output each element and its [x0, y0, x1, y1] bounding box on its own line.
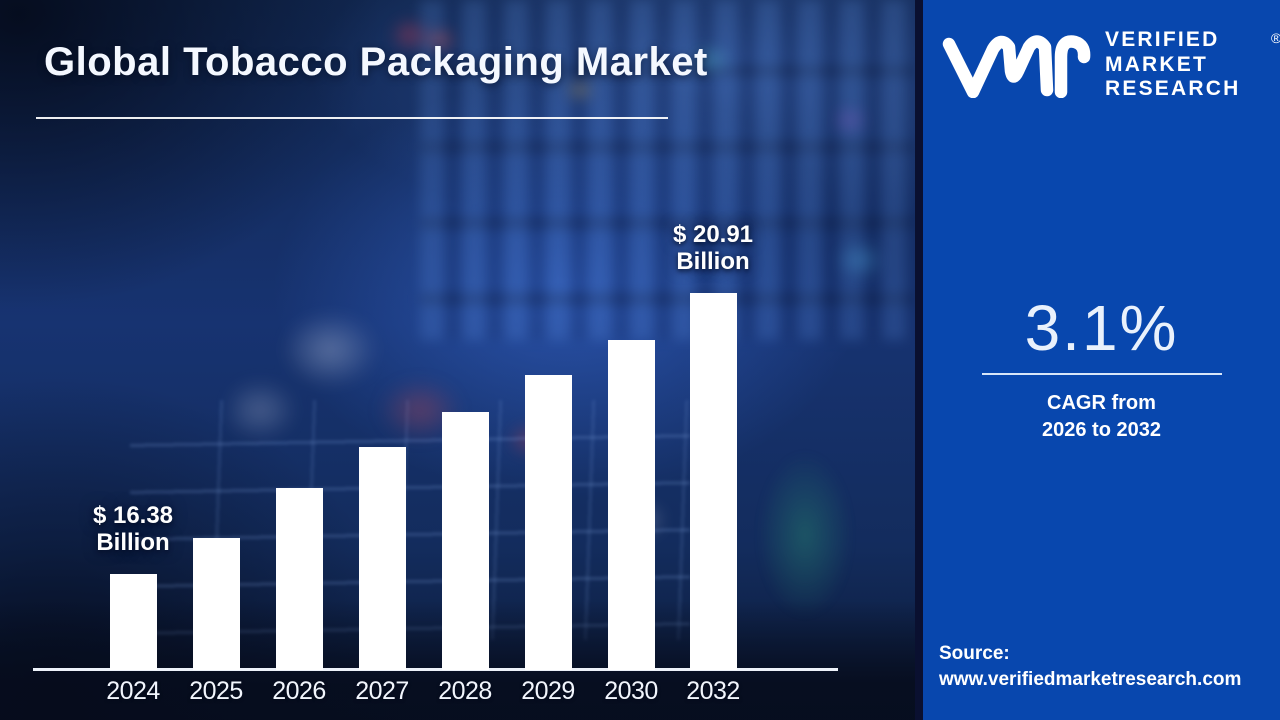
bar-2032 [689, 293, 737, 670]
bar-2030 [607, 340, 655, 670]
brand-line-research: RESEARCH [1105, 77, 1241, 101]
info-panel: VERIFIED MARKET RESEARCH ® 3.1% CAGR fro… [923, 0, 1280, 720]
section-divider [915, 0, 923, 720]
x-tick-2032: 2032 [686, 677, 740, 705]
cagr-divider-line [981, 373, 1222, 375]
value-label-2024: $ 16.38 Billion [92, 502, 174, 557]
bar-2025 [192, 538, 240, 670]
bar-2029 [524, 375, 572, 670]
cagr-caption: CAGR from 2026 to 2032 [923, 390, 1280, 444]
x-tick-2024: 2024 [106, 677, 160, 705]
cagr-caption-line2: 2026 to 2032 [1042, 419, 1161, 441]
x-tick-2029: 2029 [521, 677, 575, 705]
source-label: Source: [939, 642, 1010, 664]
brand-name: VERIFIED MARKET RESEARCH [1105, 28, 1240, 102]
x-tick-2028: 2028 [438, 677, 492, 705]
bar-2026 [275, 488, 323, 670]
title-underline [36, 117, 668, 119]
cagr-caption-line1: CAGR from [1047, 392, 1156, 414]
bar-2027 [358, 447, 406, 670]
brand-line-market: MARKET [1105, 52, 1209, 76]
vmr-logo-mark [942, 35, 1091, 98]
x-tick-2025: 2025 [189, 677, 243, 705]
chart-section: Global Tobacco Packaging Market 2024 2025… [0, 0, 915, 720]
cagr-value: 3.1% [1024, 292, 1179, 364]
cagr-block: 3.1% CAGR from 2026 to 2032 [923, 296, 1280, 444]
bar-2024 [109, 574, 157, 670]
vmr-logo: VERIFIED MARKET RESEARCH ® [941, 28, 1280, 102]
bar-2028 [441, 412, 489, 670]
x-axis-line [33, 668, 838, 671]
source-url: www.verifiedmarketresearch.com [939, 669, 1242, 691]
x-tick-2027: 2027 [355, 677, 409, 705]
brand-line-verified: VERIFIED [1105, 28, 1220, 51]
registered-trademark: ® [1271, 30, 1280, 46]
x-tick-2026: 2026 [272, 677, 326, 705]
page-title: Global Tobacco Packaging Market [44, 40, 708, 84]
x-tick-2030: 2030 [604, 677, 658, 705]
source-block: Source: www.verifiedmarketresearch.com [939, 641, 1241, 694]
bar-chart: 2024 2025 2026 2027 2028 2029 2030 2032 $ 16.38 B… [33, 221, 838, 705]
value-label-2032: $ 20.91 Billion [672, 221, 754, 276]
